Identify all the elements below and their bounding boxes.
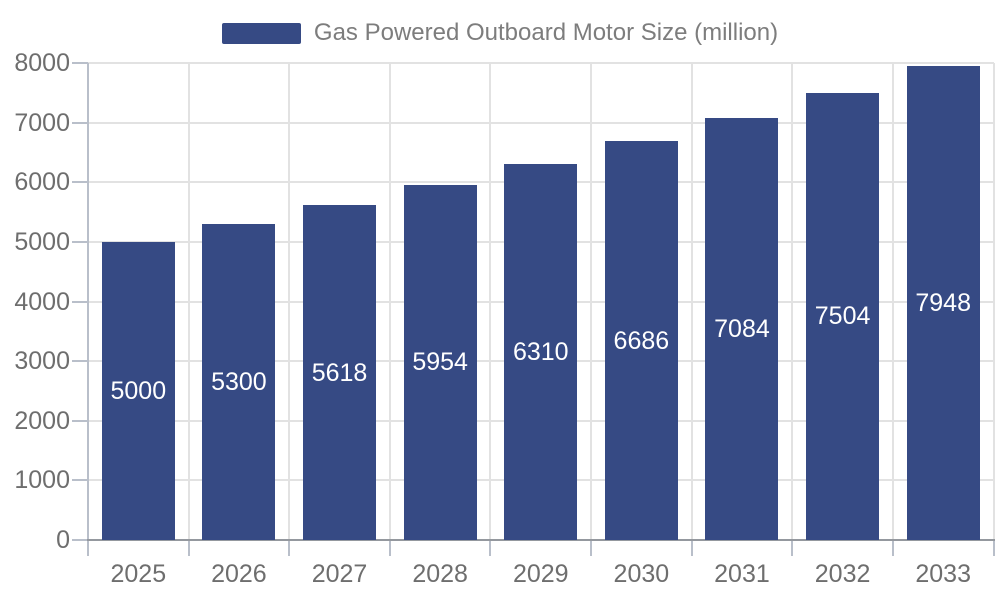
- x-tick-label: 2030: [613, 560, 670, 588]
- x-tick-label: 2027: [311, 560, 368, 588]
- gridline-vertical: [489, 63, 492, 540]
- x-axis-tick: [590, 540, 593, 556]
- bar-value-label: 7084: [714, 314, 770, 343]
- y-axis-tick: [72, 300, 88, 303]
- y-axis-tick: [72, 121, 88, 124]
- gridline-vertical: [690, 63, 693, 540]
- gridline-vertical: [388, 63, 391, 540]
- bar-2033[interactable]: [906, 66, 980, 540]
- bar-2028[interactable]: [403, 184, 477, 540]
- bar-2030[interactable]: [604, 141, 678, 540]
- bar-value-label: 7948: [915, 289, 971, 318]
- y-tick-label: 2000: [14, 406, 70, 435]
- legend-label: Gas Powered Outboard Motor Size (million…: [313, 19, 779, 46]
- y-axis-line: [87, 63, 89, 540]
- gridline-vertical: [891, 63, 894, 540]
- gridline-horizontal: [88, 62, 994, 64]
- bar-value-label: 5954: [412, 348, 468, 377]
- x-tick-label: 2026: [211, 560, 267, 588]
- x-tick-label: 2032: [814, 560, 871, 588]
- y-tick-label: 1000: [14, 466, 70, 495]
- y-tick-label: 4000: [14, 287, 70, 316]
- bar-value-label: 5000: [110, 376, 167, 405]
- bar-value-label: 6686: [613, 326, 670, 355]
- x-axis-tick: [187, 540, 190, 556]
- gridline-horizontal: [88, 121, 994, 124]
- legend-item[interactable]: Gas Powered Outboard Motor Size (million…: [221, 19, 779, 47]
- bar-2029[interactable]: [504, 163, 578, 540]
- y-axis-tick: [72, 62, 88, 64]
- y-axis-tick: [72, 479, 88, 482]
- x-axis-tick: [489, 540, 492, 556]
- bar-2032[interactable]: [806, 92, 880, 540]
- y-tick-label: 6000: [14, 168, 70, 197]
- y-tick-label: 0: [56, 526, 70, 554]
- x-axis-tick: [992, 540, 995, 556]
- bar-value-label: 7504: [814, 302, 871, 331]
- bar-value-label: 6310: [512, 337, 569, 366]
- x-axis-tick: [87, 540, 89, 556]
- gridline-vertical: [992, 63, 995, 540]
- gridline-vertical: [791, 63, 794, 540]
- y-axis-tick: [72, 419, 88, 422]
- y-axis-tick: [72, 360, 88, 363]
- gridline-vertical: [187, 63, 190, 540]
- gridline-vertical: [288, 63, 291, 540]
- bar-2026[interactable]: [202, 223, 276, 540]
- y-axis-tick: [72, 181, 88, 184]
- x-axis-tick: [891, 540, 894, 556]
- x-axis-tick: [288, 540, 291, 556]
- bar-value-label: 5300: [211, 367, 267, 396]
- x-tick-label: 2029: [512, 560, 569, 588]
- y-axis-tick: [72, 240, 88, 243]
- legend: Gas Powered Outboard Motor Size (million…: [0, 18, 1000, 48]
- y-axis-tick: [72, 539, 88, 541]
- y-tick-label: 3000: [14, 347, 70, 376]
- x-axis-tick: [791, 540, 794, 556]
- x-tick-label: 2031: [714, 560, 770, 588]
- bar-value-label: 5618: [311, 358, 368, 387]
- y-tick-label: 7000: [14, 108, 70, 137]
- x-axis-tick: [388, 540, 391, 556]
- x-axis-tick: [690, 540, 693, 556]
- bar-2031[interactable]: [705, 117, 779, 540]
- gridline-vertical: [590, 63, 593, 540]
- x-tick-label: 2025: [110, 560, 167, 588]
- bar-2027[interactable]: [303, 205, 377, 540]
- y-tick-label: 8000: [14, 49, 70, 77]
- x-tick-label: 2028: [412, 560, 468, 588]
- bar-2025[interactable]: [101, 241, 175, 540]
- x-axis-line: [86, 539, 995, 541]
- x-tick-label: 2033: [915, 560, 971, 588]
- y-tick-label: 5000: [14, 227, 70, 256]
- legend-swatch-icon: [221, 22, 301, 44]
